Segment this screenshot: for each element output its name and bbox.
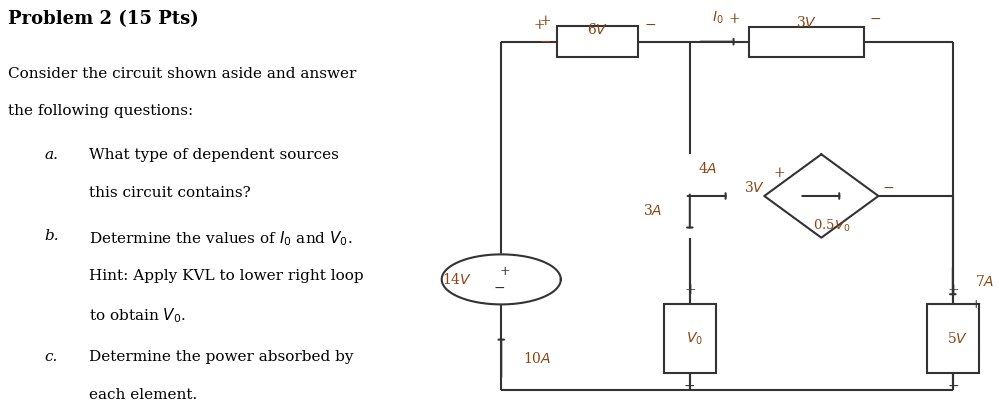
Bar [557, 26, 638, 57]
Polygon shape [442, 254, 561, 304]
Text: +: + [533, 18, 545, 32]
Text: +: + [971, 298, 981, 311]
Text: a.: a. [45, 148, 59, 162]
Text: Determine the power absorbed by: Determine the power absorbed by [90, 350, 354, 364]
Text: +: + [773, 166, 785, 180]
Text: 3$V$: 3$V$ [744, 180, 764, 195]
Bar [664, 304, 716, 373]
Text: this circuit contains?: this circuit contains? [90, 186, 251, 200]
Text: What type of dependent sources: What type of dependent sources [90, 148, 339, 162]
Text: −: − [947, 379, 959, 393]
Text: $V_0$: $V_0$ [687, 331, 704, 347]
Text: 6$V$: 6$V$ [587, 22, 608, 37]
Text: Determine the values of $I_0$ and $V_0$.: Determine the values of $I_0$ and $V_0$. [90, 229, 353, 248]
Text: Consider the circuit shown aside and answer: Consider the circuit shown aside and ans… [8, 67, 356, 81]
Text: $I_0$: $I_0$ [712, 9, 724, 26]
Text: 3$V$: 3$V$ [795, 15, 817, 30]
Text: c.: c. [45, 350, 58, 364]
Text: 14$V$: 14$V$ [441, 272, 471, 287]
Text: Problem 2 (15 Pts): Problem 2 (15 Pts) [8, 10, 199, 28]
Text: −: − [869, 12, 881, 26]
Text: 3$A$: 3$A$ [643, 203, 662, 218]
Text: −: − [493, 281, 505, 295]
Text: −: − [539, 35, 551, 49]
Polygon shape [764, 154, 878, 238]
Text: 4$A$: 4$A$ [698, 161, 718, 176]
Text: the following questions:: the following questions: [8, 104, 194, 118]
Text: b.: b. [45, 229, 59, 244]
Bar [749, 27, 863, 57]
Text: +: + [500, 265, 511, 279]
Text: each element.: each element. [90, 388, 198, 402]
Text: to obtain $V_0$.: to obtain $V_0$. [90, 306, 187, 325]
Text: +: + [947, 283, 959, 297]
Text: +: + [539, 14, 551, 28]
Text: Hint: Apply KVL to lower right loop: Hint: Apply KVL to lower right loop [90, 269, 364, 283]
Text: 7$A$: 7$A$ [975, 274, 994, 289]
Text: 10$A$: 10$A$ [523, 351, 551, 366]
Bar [927, 304, 979, 373]
Text: 5$V$: 5$V$ [947, 332, 968, 346]
Text: +: + [684, 283, 696, 297]
Text: +: + [729, 12, 741, 26]
Text: −: − [882, 181, 894, 195]
Text: −: − [645, 18, 656, 32]
Text: −: − [684, 379, 696, 393]
Text: 0.5$V_0$: 0.5$V_0$ [812, 218, 850, 234]
